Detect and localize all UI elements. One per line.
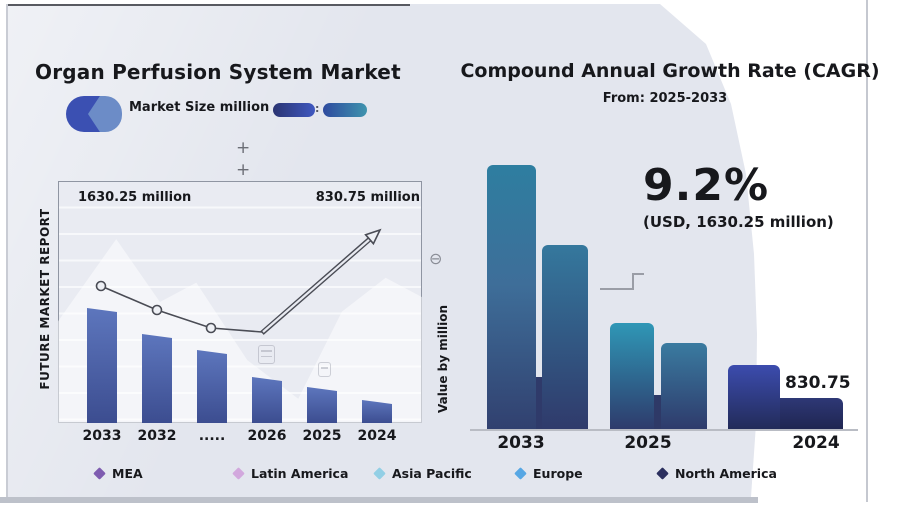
x-tick-2026: 2026 — [247, 428, 287, 444]
cagr-bar-2024-secondary — [780, 398, 843, 430]
x-tick-2025: 2025 — [624, 433, 672, 453]
corner-bracket-line — [632, 273, 644, 275]
bar-2033 — [87, 308, 117, 423]
bar-2024 — [362, 400, 392, 423]
plus-icon: + — [236, 138, 251, 158]
bar-2032 — [142, 334, 172, 423]
cagr-bar-2033-secondary — [542, 245, 588, 430]
left-chart-start-value: 1630.25 million — [78, 190, 192, 205]
cagr-subtitle: From: 2025-2033 — [602, 91, 728, 106]
bottom-edge-strip — [0, 497, 758, 503]
cagr-bar-2033-primary — [487, 165, 536, 430]
ratio-colon: : — [315, 102, 320, 115]
trend-line-and-arrow — [95, 228, 382, 335]
legend-label-latin-america: Latin America — [251, 466, 349, 481]
x-tick-2024: 2024 — [357, 428, 397, 444]
x-tick-2033: 2033 — [82, 428, 122, 444]
legend-label-mea: MEA — [112, 466, 143, 481]
cagr-bar-2025-primary — [610, 323, 654, 430]
bar-2026 — [252, 377, 282, 423]
corner-bracket-line — [632, 273, 634, 290]
bar-dots — [197, 350, 227, 423]
document-ghost-icon — [318, 362, 331, 377]
x-tick-dots: ..... — [198, 428, 226, 444]
value-by-million-axis-label: Value by million — [436, 304, 450, 414]
circle-minus-icon: ⊖ — [429, 249, 443, 268]
cagr-percentage: 9.2% — [643, 160, 770, 211]
x-tick-2033: 2033 — [497, 433, 545, 453]
x-tick-2024: 2024 — [792, 433, 840, 453]
corner-bracket-line — [600, 288, 634, 290]
bar-2025 — [307, 387, 337, 423]
cagr-bar-2024-primary — [728, 365, 780, 430]
future-market-report-watermark: FUTURE MARKET REPORT — [38, 208, 52, 390]
legend-label-asia-pacific: Asia Pacific — [392, 466, 472, 481]
left-chart-title: Organ Perfusion System Market — [35, 60, 401, 84]
x-axis-baseline — [470, 429, 858, 431]
ratio-pill-right — [323, 103, 367, 117]
left-chart-end-value: 830.75 million — [315, 190, 420, 205]
x-tick-2032: 2032 — [137, 428, 177, 444]
value-2024-label: 830.75 — [785, 373, 851, 393]
ratio-pill-left — [273, 103, 315, 117]
right-card-border — [866, 0, 868, 502]
legend-label-europe: Europe — [533, 466, 583, 481]
plus-icon: + — [236, 160, 251, 180]
left-border-line — [6, 4, 8, 497]
cagr-title: Compound Annual Growth Rate (CAGR) — [460, 60, 880, 82]
market-size-label: Market Size million — [129, 100, 270, 115]
document-ghost-icon — [258, 345, 275, 364]
x-tick-2025: 2025 — [302, 428, 342, 444]
cagr-bar-2025-bridge — [654, 395, 661, 430]
cagr-bar-2025-secondary — [661, 343, 707, 430]
legend-label-north-america: North America — [675, 466, 777, 481]
top-border-line — [6, 4, 410, 6]
cagr-bar-2033-bridge — [536, 377, 542, 430]
cagr-detail: (USD, 1630.25 million) — [643, 213, 834, 231]
